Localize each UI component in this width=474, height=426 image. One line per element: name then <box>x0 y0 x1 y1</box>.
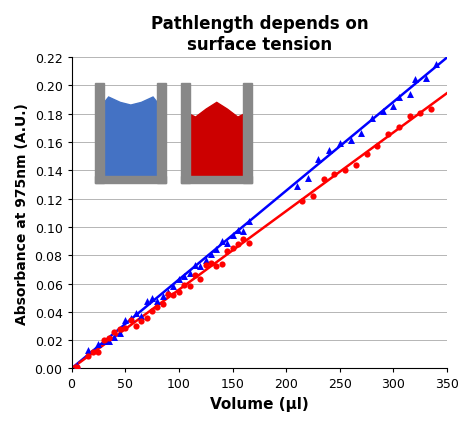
Point <box>245 240 252 247</box>
Point <box>95 349 102 356</box>
Point <box>422 75 429 82</box>
Point <box>417 110 424 117</box>
Point <box>320 177 328 184</box>
Point <box>379 109 386 115</box>
Point <box>84 347 91 354</box>
Point <box>186 283 193 290</box>
Point <box>73 362 81 369</box>
Point <box>121 325 129 331</box>
Point <box>352 162 360 169</box>
Point <box>132 323 140 330</box>
Point <box>73 363 81 370</box>
Point <box>154 304 161 311</box>
Point <box>143 298 150 305</box>
Point <box>100 336 108 343</box>
Point <box>304 175 311 182</box>
Point <box>202 257 210 264</box>
Point <box>213 246 220 253</box>
Point <box>299 198 306 205</box>
Point <box>341 167 349 174</box>
Point <box>164 291 172 298</box>
Point <box>181 282 188 289</box>
Point <box>229 232 237 239</box>
Point <box>116 325 124 332</box>
Point <box>181 273 188 279</box>
Point <box>175 276 182 283</box>
Point <box>197 263 204 270</box>
Point <box>191 262 199 269</box>
Point <box>105 338 113 345</box>
Point <box>207 251 215 258</box>
Point <box>95 340 102 347</box>
Point <box>121 317 129 323</box>
Point <box>132 310 140 317</box>
Point <box>202 262 210 268</box>
Point <box>406 114 413 121</box>
Point <box>357 130 365 137</box>
Point <box>143 315 150 322</box>
Point <box>363 151 370 158</box>
Point <box>89 349 97 356</box>
Point <box>346 137 354 144</box>
Point <box>197 276 204 282</box>
Point <box>325 147 333 154</box>
Point <box>234 227 242 233</box>
Point <box>384 131 392 138</box>
Point <box>170 292 177 299</box>
Point <box>127 315 135 322</box>
Point <box>395 124 402 131</box>
Point <box>159 301 166 308</box>
Point <box>191 271 199 278</box>
Point <box>223 240 231 247</box>
Point <box>159 294 166 300</box>
Y-axis label: Absorbance at 975nm (A.U.): Absorbance at 975nm (A.U.) <box>15 103 29 324</box>
Point <box>213 262 220 269</box>
Point <box>218 261 226 268</box>
Point <box>245 218 252 225</box>
Point <box>218 238 226 245</box>
X-axis label: Volume (μl): Volume (μl) <box>210 396 309 411</box>
Point <box>105 334 113 341</box>
Point <box>368 115 376 122</box>
Point <box>111 334 118 340</box>
Title: Pathlength depends on
surface tension: Pathlength depends on surface tension <box>151 15 368 54</box>
Point <box>127 317 135 324</box>
Point <box>175 289 182 296</box>
Point <box>148 308 156 315</box>
Point <box>239 228 247 235</box>
Point <box>223 248 231 255</box>
Point <box>395 95 402 102</box>
Point <box>309 193 317 200</box>
Point <box>374 144 381 150</box>
Point <box>433 62 440 69</box>
Point <box>100 337 108 344</box>
Point <box>137 317 145 324</box>
Point <box>148 295 156 302</box>
Point <box>116 330 124 337</box>
Point <box>331 171 338 178</box>
Point <box>186 270 193 277</box>
Point <box>411 77 419 83</box>
Point <box>84 353 91 360</box>
Point <box>229 245 237 252</box>
Point <box>137 313 145 320</box>
Point <box>170 283 177 290</box>
Point <box>111 329 118 336</box>
Point <box>406 91 413 98</box>
Point <box>315 156 322 163</box>
Point <box>427 106 435 113</box>
Point <box>207 260 215 267</box>
Point <box>154 297 161 304</box>
Point <box>390 104 397 110</box>
Point <box>336 140 344 147</box>
Point <box>234 241 242 248</box>
Point <box>239 236 247 243</box>
Point <box>293 183 301 190</box>
Point <box>164 289 172 296</box>
